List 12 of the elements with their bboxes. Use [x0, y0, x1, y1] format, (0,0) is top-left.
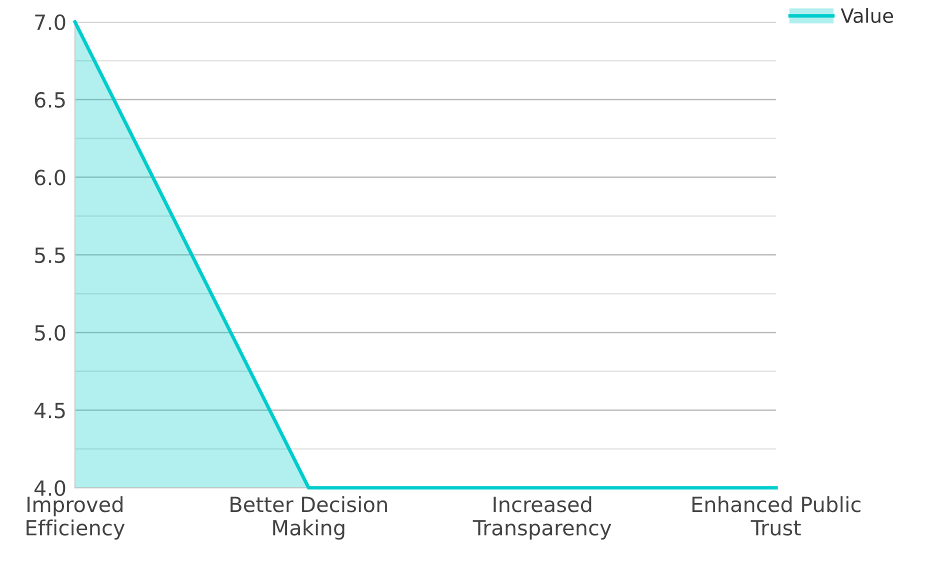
- y-tick-label: 4.0: [34, 480, 66, 496]
- x-tick-label: Improved Efficiency: [26, 496, 125, 540]
- y-tick-label: 4.5: [34, 402, 65, 418]
- y-tick-label: 5.0: [35, 324, 66, 341]
- x-tick-label: Increased Transparency: [472, 496, 612, 540]
- y-tick-label: 6.5: [34, 92, 65, 108]
- y-tick-label: 5.5: [35, 248, 65, 264]
- y-tick-label: 6.0: [34, 170, 66, 186]
- legend-label: Value: [840, 8, 894, 23]
- y-tick-label: 7.0: [35, 14, 66, 30]
- x-tick-label: Better Decision Making: [230, 496, 387, 540]
- x-tick-label: Enhanced Public Trust: [692, 496, 860, 536]
